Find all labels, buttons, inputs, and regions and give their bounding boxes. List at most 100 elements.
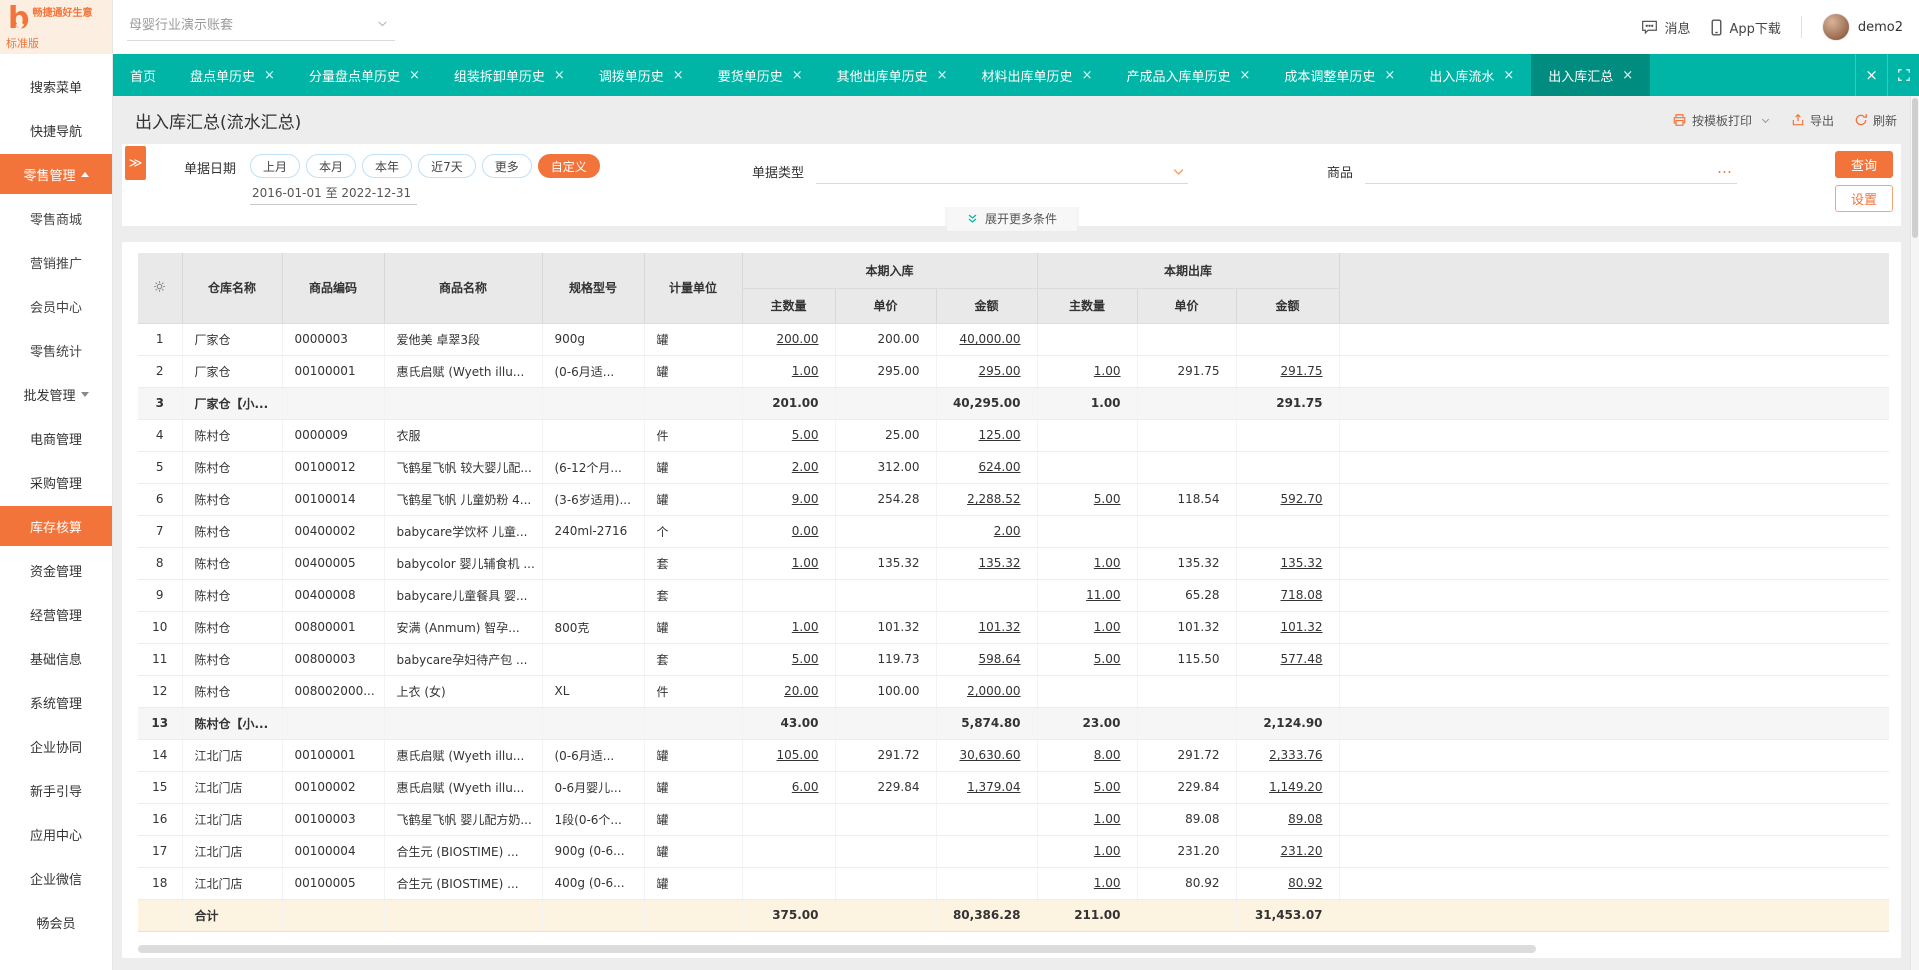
sidebar-item[interactable]: 批发管理 xyxy=(0,372,112,416)
tab[interactable]: 成本调整单历史 × xyxy=(1267,54,1412,96)
product-input[interactable]: … xyxy=(1365,158,1738,184)
drill-down-link[interactable]: 1,149.20 xyxy=(1269,780,1323,794)
drill-down-link[interactable]: 89.08 xyxy=(1288,812,1323,826)
tab[interactable]: 调拨单历史 × xyxy=(582,54,701,96)
sidebar-item[interactable]: 会员中心 xyxy=(0,284,112,328)
drill-down-link[interactable]: 1.00 xyxy=(791,556,819,570)
drill-down-link[interactable]: 20.00 xyxy=(784,684,819,698)
tab[interactable]: 出入库汇总 × xyxy=(1531,54,1651,96)
settings-button[interactable]: 设置 xyxy=(1835,185,1893,212)
drill-down-link[interactable]: 1.00 xyxy=(1093,812,1121,826)
drill-down-link[interactable]: 135.32 xyxy=(978,556,1021,570)
tab[interactable]: 要货单历史 × xyxy=(701,54,820,96)
tab-close-icon[interactable]: × xyxy=(1503,67,1515,83)
sidebar-item[interactable]: 新手引导 xyxy=(0,768,112,812)
tab-close-icon[interactable]: × xyxy=(1081,67,1093,83)
drill-down-link[interactable]: 2,000.00 xyxy=(967,684,1021,698)
drill-down-link[interactable]: 40,000.00 xyxy=(959,332,1021,346)
drill-down-link[interactable]: 200.00 xyxy=(776,332,819,346)
col-warehouse[interactable]: 仓库名称 xyxy=(182,253,283,324)
date-pill[interactable]: 本年 xyxy=(362,154,413,178)
print-by-template-button[interactable]: 按模板打印 xyxy=(1672,112,1771,129)
fullscreen-icon[interactable] xyxy=(1887,54,1919,96)
tab-close-icon[interactable]: × xyxy=(1384,67,1396,83)
drill-down-link[interactable]: 592.70 xyxy=(1280,492,1323,506)
drill-down-link[interactable]: 2.00 xyxy=(993,524,1021,538)
col-out-qty[interactable]: 主数量 xyxy=(1037,288,1138,324)
col-in-qty[interactable]: 主数量 xyxy=(742,288,836,324)
col-name[interactable]: 商品名称 xyxy=(384,253,543,324)
drill-down-link[interactable]: 1.00 xyxy=(791,364,819,378)
drill-down-link[interactable]: 624.00 xyxy=(978,460,1021,474)
horizontal-scrollbar[interactable] xyxy=(138,945,1885,953)
drill-down-link[interactable]: 1.00 xyxy=(1093,876,1121,890)
column-settings-button[interactable] xyxy=(138,253,183,324)
product-picker-button[interactable]: … xyxy=(1717,159,1734,177)
drill-down-link[interactable]: 0.00 xyxy=(791,524,819,538)
app-download-button[interactable]: App下载 xyxy=(1710,18,1781,37)
sidebar-item[interactable]: 资金管理 xyxy=(0,548,112,592)
drill-down-link[interactable]: 105.00 xyxy=(776,748,819,762)
query-button[interactable]: 查询 xyxy=(1835,151,1893,178)
drill-down-link[interactable]: 30,630.60 xyxy=(959,748,1021,762)
sidebar-item[interactable]: 基础信息 xyxy=(0,636,112,680)
tab[interactable]: 首页 xyxy=(113,54,173,96)
sidebar-item[interactable]: 搜索菜单 xyxy=(0,64,112,108)
tab-close-icon[interactable]: × xyxy=(553,67,565,83)
tab-close-icon[interactable]: × xyxy=(936,67,948,83)
drill-down-link[interactable]: 291.75 xyxy=(1280,364,1323,378)
col-in-amount[interactable]: 金额 xyxy=(936,288,1038,324)
tab[interactable]: 材料出库单历史 × xyxy=(965,54,1110,96)
drill-down-link[interactable]: 295.00 xyxy=(978,364,1021,378)
drill-down-link[interactable]: 6.00 xyxy=(791,780,819,794)
sidebar-item[interactable]: 电商管理 xyxy=(0,416,112,460)
tab-close-icon[interactable]: × xyxy=(1622,67,1634,83)
tab[interactable]: 其他出库单历史 × xyxy=(820,54,965,96)
vertical-scrollbar[interactable] xyxy=(1910,96,1919,970)
date-pill[interactable]: 本月 xyxy=(306,154,357,178)
drill-down-link[interactable]: 1.00 xyxy=(1093,556,1121,570)
drill-down-link[interactable]: 2.00 xyxy=(791,460,819,474)
drill-down-link[interactable]: 231.20 xyxy=(1280,844,1323,858)
close-all-tabs-button[interactable]: × xyxy=(1855,54,1887,96)
date-pill[interactable]: 更多 xyxy=(481,154,532,178)
scrollbar-thumb[interactable] xyxy=(138,945,1536,953)
drill-down-link[interactable]: 577.48 xyxy=(1280,652,1323,666)
tab[interactable]: 分量盘点单历史 × xyxy=(292,54,437,96)
sidebar-item[interactable]: 零售管理 xyxy=(0,154,112,194)
drill-down-link[interactable]: 5.00 xyxy=(791,652,819,666)
drill-down-link[interactable]: 8.00 xyxy=(1093,748,1121,762)
drill-down-link[interactable]: 1.00 xyxy=(1093,364,1121,378)
date-pill[interactable]: 上月 xyxy=(250,154,301,178)
drill-down-link[interactable]: 9.00 xyxy=(791,492,819,506)
user-menu[interactable]: demo2 xyxy=(1821,13,1903,41)
tab-close-icon[interactable]: × xyxy=(408,67,420,83)
drill-down-link[interactable]: 1,379.04 xyxy=(967,780,1021,794)
sidebar-item[interactable]: 企业微信 xyxy=(0,856,112,900)
date-pill-custom[interactable]: 自定义 xyxy=(537,154,600,178)
drill-down-link[interactable]: 5.00 xyxy=(1093,492,1121,506)
collapse-sidebar-button[interactable]: ≫ xyxy=(125,146,146,180)
expand-more-button[interactable]: 展开更多条件 xyxy=(944,207,1079,232)
sidebar-item[interactable]: 采购管理 xyxy=(0,460,112,504)
drill-down-link[interactable]: 1.00 xyxy=(1093,620,1121,634)
sidebar-item[interactable]: 系统管理 xyxy=(0,680,112,724)
scrollbar-thumb[interactable] xyxy=(1912,98,1918,238)
sidebar-item[interactable]: 快捷导航 xyxy=(0,108,112,152)
drill-down-link[interactable]: 5.00 xyxy=(1093,652,1121,666)
refresh-button[interactable]: 刷新 xyxy=(1854,112,1897,129)
drill-down-link[interactable]: 1.00 xyxy=(1093,844,1121,858)
drill-down-link[interactable]: 11.00 xyxy=(1086,588,1121,602)
drill-down-link[interactable]: 718.08 xyxy=(1280,588,1323,602)
tab[interactable]: 产成品入库单历史 × xyxy=(1109,54,1267,96)
tab-close-icon[interactable]: × xyxy=(264,67,275,83)
col-unit[interactable]: 计量单位 xyxy=(644,253,743,324)
drill-down-link[interactable]: 101.32 xyxy=(978,620,1021,634)
sidebar-item[interactable]: 企业协同 xyxy=(0,724,112,768)
sidebar-item[interactable]: 应用中心 xyxy=(0,812,112,856)
date-pill[interactable]: 近7天 xyxy=(418,154,476,178)
tab-close-icon[interactable]: × xyxy=(1239,67,1251,83)
drill-down-link[interactable]: 1.00 xyxy=(791,620,819,634)
drill-down-link[interactable]: 5.00 xyxy=(1093,780,1121,794)
date-range-value[interactable]: 2016-01-01 至 2022-12-31 xyxy=(250,183,418,205)
